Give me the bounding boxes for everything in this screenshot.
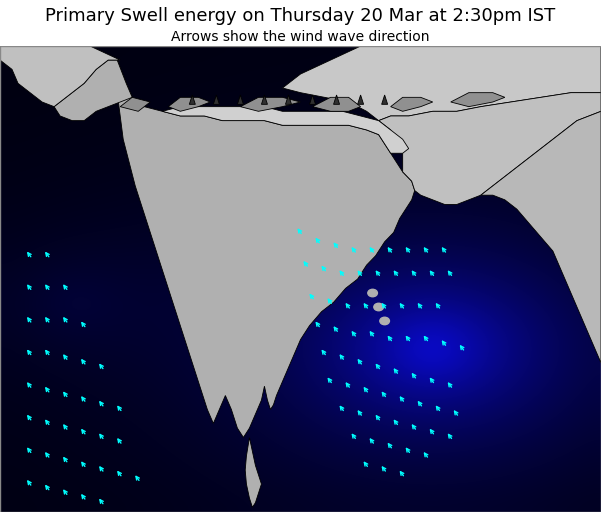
Polygon shape bbox=[282, 46, 601, 121]
Text: Arrows show the wind wave direction: Arrows show the wind wave direction bbox=[171, 30, 430, 44]
Polygon shape bbox=[481, 111, 601, 363]
Text: Primary Swell energy on Thursday 20 Mar at 2:30pm IST: Primary Swell energy on Thursday 20 Mar … bbox=[45, 7, 556, 25]
Polygon shape bbox=[261, 95, 267, 104]
Polygon shape bbox=[237, 95, 243, 104]
Polygon shape bbox=[240, 97, 300, 111]
Polygon shape bbox=[117, 60, 415, 437]
Polygon shape bbox=[245, 437, 261, 507]
Polygon shape bbox=[379, 93, 601, 204]
Polygon shape bbox=[391, 97, 433, 111]
Polygon shape bbox=[382, 95, 388, 104]
Polygon shape bbox=[451, 93, 505, 106]
Polygon shape bbox=[168, 97, 210, 111]
Polygon shape bbox=[310, 95, 316, 104]
Circle shape bbox=[368, 289, 377, 297]
Polygon shape bbox=[334, 95, 340, 104]
Polygon shape bbox=[54, 60, 132, 121]
Polygon shape bbox=[213, 95, 219, 104]
Polygon shape bbox=[313, 97, 361, 111]
Circle shape bbox=[374, 303, 383, 311]
Polygon shape bbox=[162, 106, 409, 153]
Polygon shape bbox=[358, 95, 364, 104]
Polygon shape bbox=[120, 97, 150, 111]
Polygon shape bbox=[0, 46, 120, 106]
Polygon shape bbox=[285, 95, 291, 104]
Polygon shape bbox=[189, 95, 195, 104]
Circle shape bbox=[380, 317, 389, 325]
